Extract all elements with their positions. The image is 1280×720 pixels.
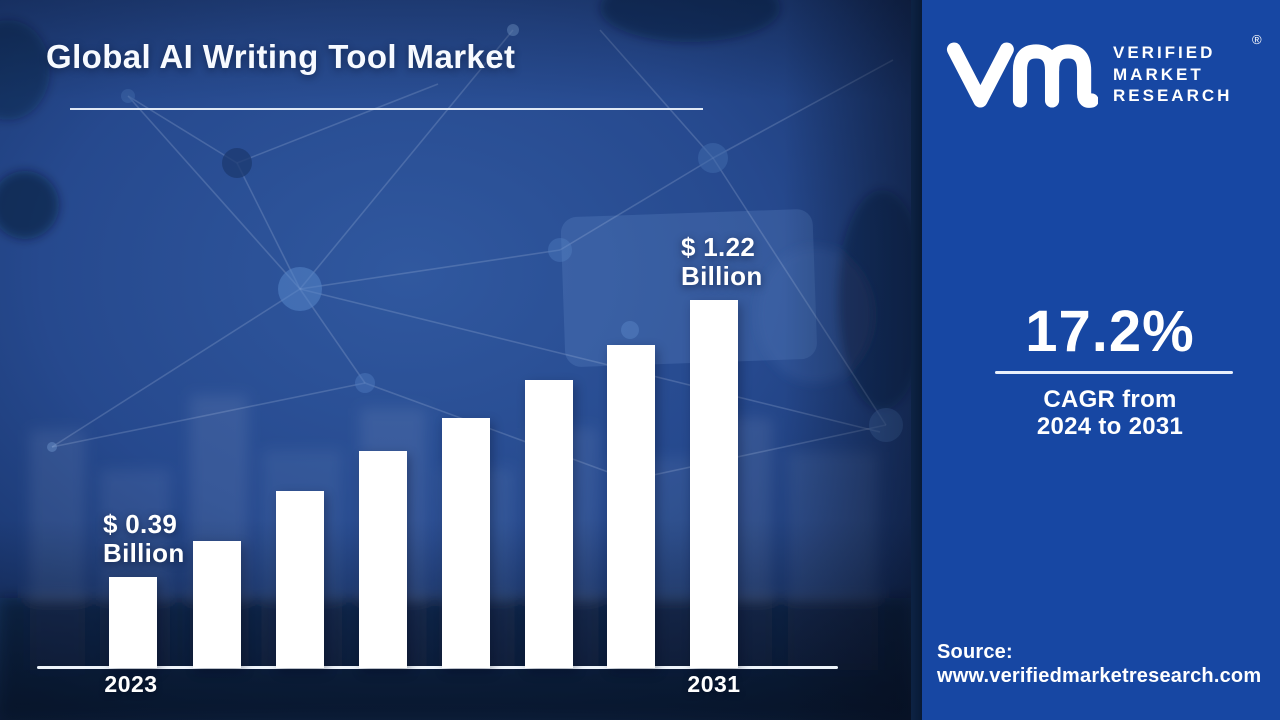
x-axis-label-2031: 2031 bbox=[687, 671, 741, 697]
last-bar-value-label: $ 1.22 Billion bbox=[681, 233, 763, 291]
first-bar-value-label: $ 0.39 Billion bbox=[103, 510, 185, 568]
brand-name-line2: MARKET bbox=[1113, 64, 1204, 84]
source-block: Source: www.verifiedmarketresearch.com bbox=[937, 641, 1261, 688]
page-title: Global AI Writing Tool Market bbox=[46, 38, 516, 75]
cagr-caption-line2: 2024 to 2031 bbox=[1036, 412, 1184, 440]
cagr-caption: CAGR from 2024 to 2031 bbox=[931, 386, 1280, 440]
cagr-caption-line1: CAGR from bbox=[1043, 386, 1177, 413]
first-bar-value-line1: $ 0.39 bbox=[103, 509, 178, 539]
cagr-underline bbox=[995, 371, 1233, 374]
bar-7 bbox=[607, 345, 655, 668]
cagr-value: 17.2% bbox=[1025, 299, 1195, 364]
registered-trademark: ® bbox=[1252, 32, 1262, 47]
source-url: www.verifiedmarketresearch.com bbox=[937, 664, 1262, 687]
last-bar-value-line2: Billion bbox=[681, 261, 763, 291]
bar-6 bbox=[525, 380, 573, 668]
title-underline bbox=[70, 108, 703, 110]
panel-divider bbox=[911, 0, 922, 720]
brand-name-line3: RESEARCH bbox=[1113, 86, 1233, 105]
bar-8 bbox=[690, 300, 738, 668]
last-bar-value-line1: $ 1.22 bbox=[681, 232, 756, 262]
bar-1 bbox=[109, 577, 157, 668]
x-axis-label-2023: 2023 bbox=[104, 671, 158, 697]
vmr-monogram-icon bbox=[946, 42, 1098, 108]
x-axis-line bbox=[37, 666, 838, 669]
brand-name: VERIFIED MARKET RESEARCH bbox=[1113, 42, 1232, 107]
bar-3 bbox=[276, 491, 324, 668]
source-label: Source: bbox=[937, 641, 1013, 663]
bar-4 bbox=[359, 451, 407, 668]
brand-name-line1: VERIFIED bbox=[1113, 43, 1216, 62]
bar-5 bbox=[442, 418, 490, 668]
first-bar-value-line2: Billion bbox=[103, 538, 185, 568]
chart-panel: Global AI Writing Tool Market $ 0.39 Bil… bbox=[0, 0, 911, 720]
stats-panel: VERIFIED MARKET RESEARCH ® 17.2% CAGR fr… bbox=[922, 0, 1280, 720]
bar-2 bbox=[193, 541, 241, 668]
